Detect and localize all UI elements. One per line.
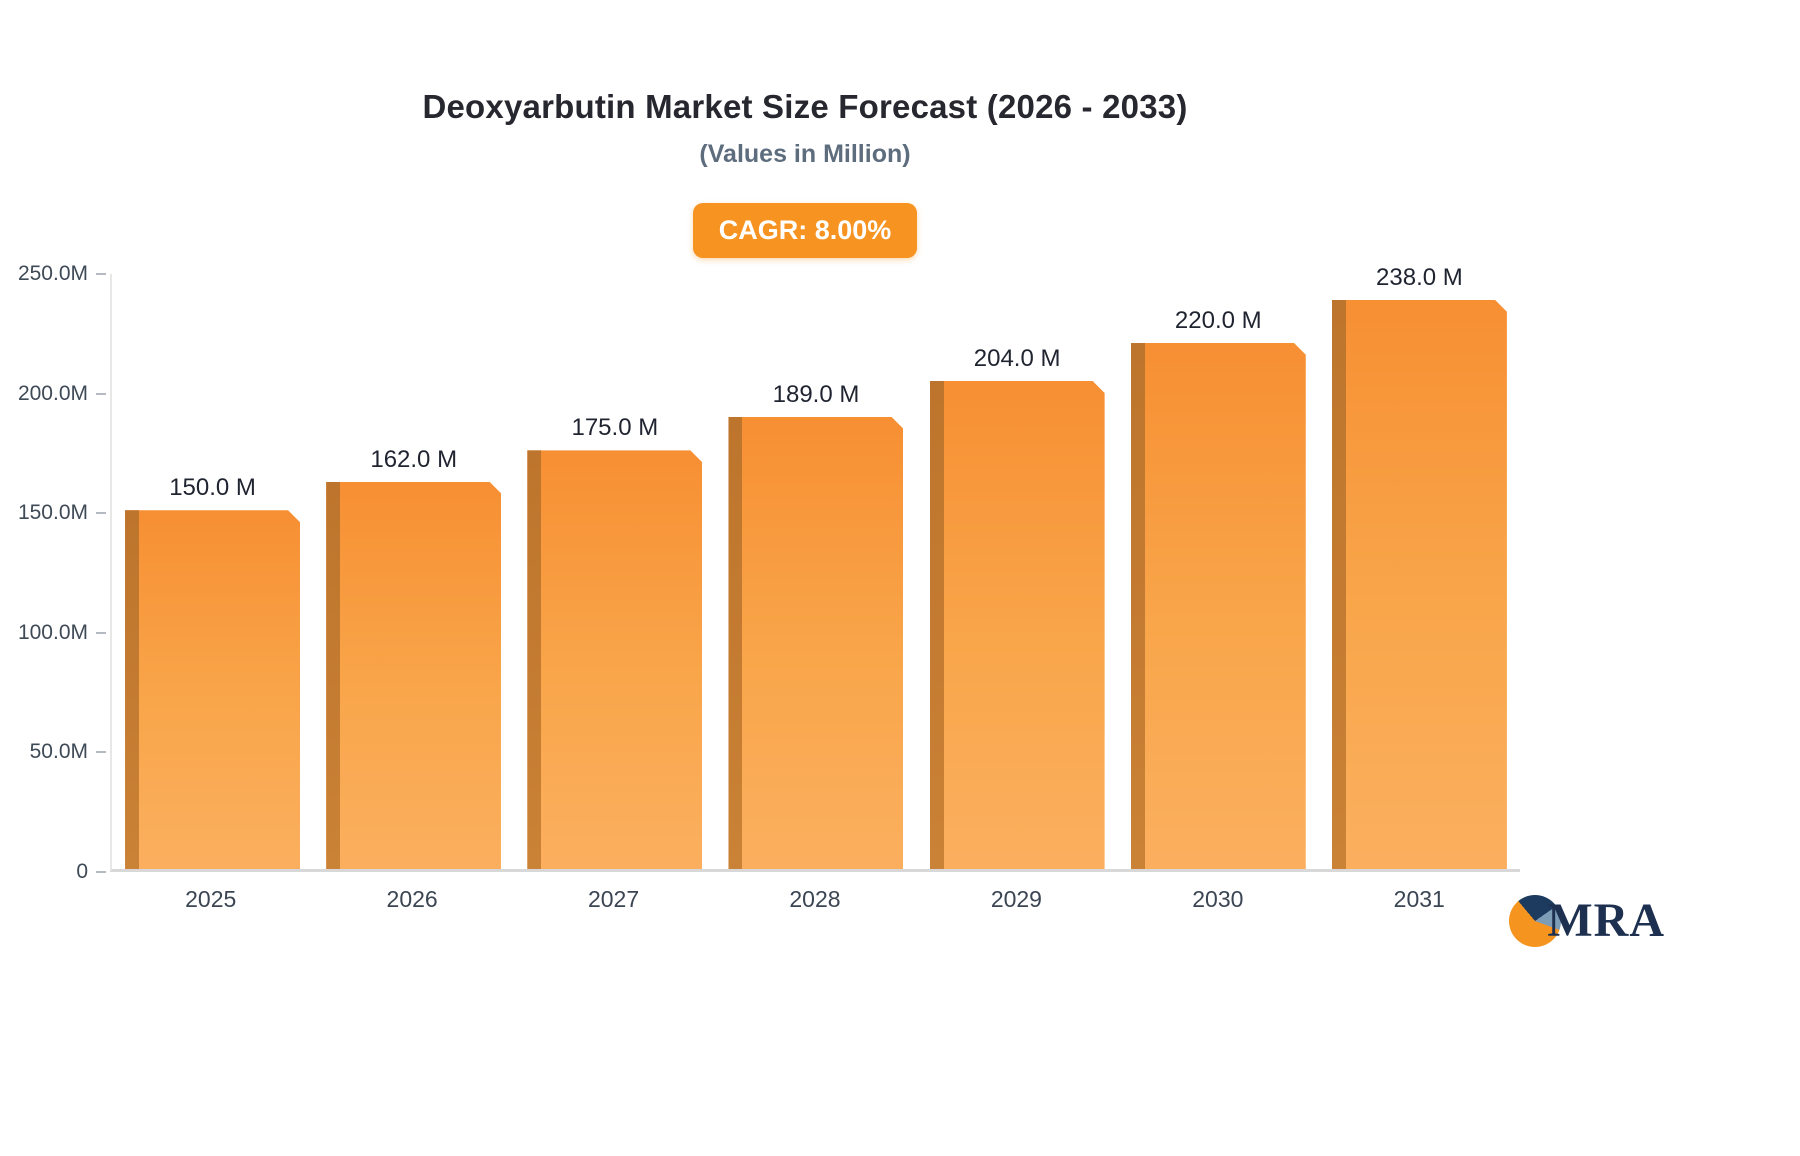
y-axis-tick-label: 200.0M bbox=[17, 381, 88, 405]
chart-title: Deoxyarbutin Market Size Forecast (2026 … bbox=[422, 88, 1188, 125]
y-axis-tick-label: 50.0M bbox=[29, 740, 88, 764]
bar-column: 150.0 M bbox=[112, 474, 313, 869]
y-axis-tick: 150.0M bbox=[18, 501, 106, 525]
bar-column: 175.0 M bbox=[514, 414, 715, 869]
bar-2027[interactable] bbox=[527, 450, 702, 869]
x-axis: 2025 2026 2027 2028 2029 2030 2031 bbox=[110, 886, 1520, 913]
y-axis-tick-label: 150.0M bbox=[17, 501, 88, 525]
bar-side-shade bbox=[326, 482, 340, 870]
bar-column: 238.0 M bbox=[1319, 264, 1520, 869]
y-axis: 250.0M 200.0M 150.0M 100.0M 50.0M 0 bbox=[0, 262, 110, 883]
bar-column: 220.0 M bbox=[1118, 307, 1319, 869]
cagr-badge: CAGR: 8.00% bbox=[692, 203, 918, 258]
y-axis-tick-label: 100.0M bbox=[17, 620, 88, 644]
bar-value-label: 220.0 M bbox=[1174, 306, 1262, 334]
bar-value-label: 150.0 M bbox=[169, 474, 256, 502]
y-axis-tick-mark bbox=[96, 751, 106, 754]
y-axis-tick-mark bbox=[96, 273, 106, 275]
bar-side-shade bbox=[728, 417, 742, 869]
bar-2026[interactable] bbox=[326, 482, 501, 870]
y-axis-tick: 50.0M bbox=[30, 740, 106, 764]
y-axis-tick-mark bbox=[96, 392, 106, 395]
bar-column: 204.0 M bbox=[917, 345, 1118, 869]
bar-side-shade bbox=[527, 450, 541, 869]
bar-side-shade bbox=[1332, 300, 1346, 869]
y-axis-tick-label: 0 bbox=[76, 860, 88, 883]
y-axis-tick: 0 bbox=[76, 860, 106, 884]
bar-chart: 250.0M 200.0M 150.0M 100.0M 50.0M 0 150.0 M 16… bbox=[0, 262, 1610, 883]
bar-2028[interactable] bbox=[728, 417, 903, 869]
y-axis-tick: 100.0M bbox=[18, 621, 106, 645]
bar-2030[interactable] bbox=[1131, 343, 1306, 869]
x-axis-label: 2030 bbox=[1192, 886, 1244, 912]
y-axis-tick: 250.0M bbox=[18, 262, 106, 286]
y-axis-tick-label: 250.0M bbox=[17, 262, 88, 285]
x-axis-label: 2028 bbox=[789, 886, 841, 912]
bar-side-shade bbox=[125, 510, 139, 869]
y-axis-tick-mark bbox=[96, 631, 106, 634]
bar-side-shade bbox=[1131, 343, 1145, 869]
x-axis-label: 2031 bbox=[1393, 886, 1445, 912]
y-axis-tick-mark bbox=[96, 512, 106, 515]
y-axis-tick: 200.0M bbox=[18, 382, 106, 406]
mra-logo-text: MRA bbox=[1547, 894, 1665, 947]
plot-area: 150.0 M 162.0 M 175.0 M 189.0 M 204.0 M 220.0… bbox=[110, 264, 1520, 872]
bar-value-label: 162.0 M bbox=[370, 445, 458, 473]
bar-value-label: 238.0 M bbox=[1376, 263, 1463, 291]
chart-subtitle: (Values in Million) bbox=[699, 140, 911, 168]
bar-2029[interactable] bbox=[930, 381, 1105, 869]
bar-value-label: 189.0 M bbox=[772, 380, 860, 408]
mra-logo: MRA bbox=[1509, 893, 1665, 948]
x-axis-label: 2027 bbox=[587, 886, 640, 912]
x-axis-label: 2025 bbox=[185, 886, 237, 912]
bar-side-shade bbox=[930, 381, 944, 869]
bar-column: 189.0 M bbox=[715, 381, 916, 869]
chart-wrapper: Deoxyarbutin Market Size Forecast (2026 … bbox=[0, 88, 1610, 913]
mra-logo-pie-icon bbox=[1509, 894, 1562, 947]
y-axis-tick-mark bbox=[96, 871, 106, 873]
x-axis-label: 2029 bbox=[990, 886, 1042, 912]
bar-value-label: 204.0 M bbox=[973, 345, 1061, 373]
bar-2031[interactable] bbox=[1332, 300, 1507, 869]
bar-column: 162.0 M bbox=[313, 446, 514, 870]
bar-2025[interactable] bbox=[125, 510, 300, 869]
bar-value-label: 175.0 M bbox=[571, 414, 659, 442]
x-axis-label: 2026 bbox=[386, 886, 438, 912]
